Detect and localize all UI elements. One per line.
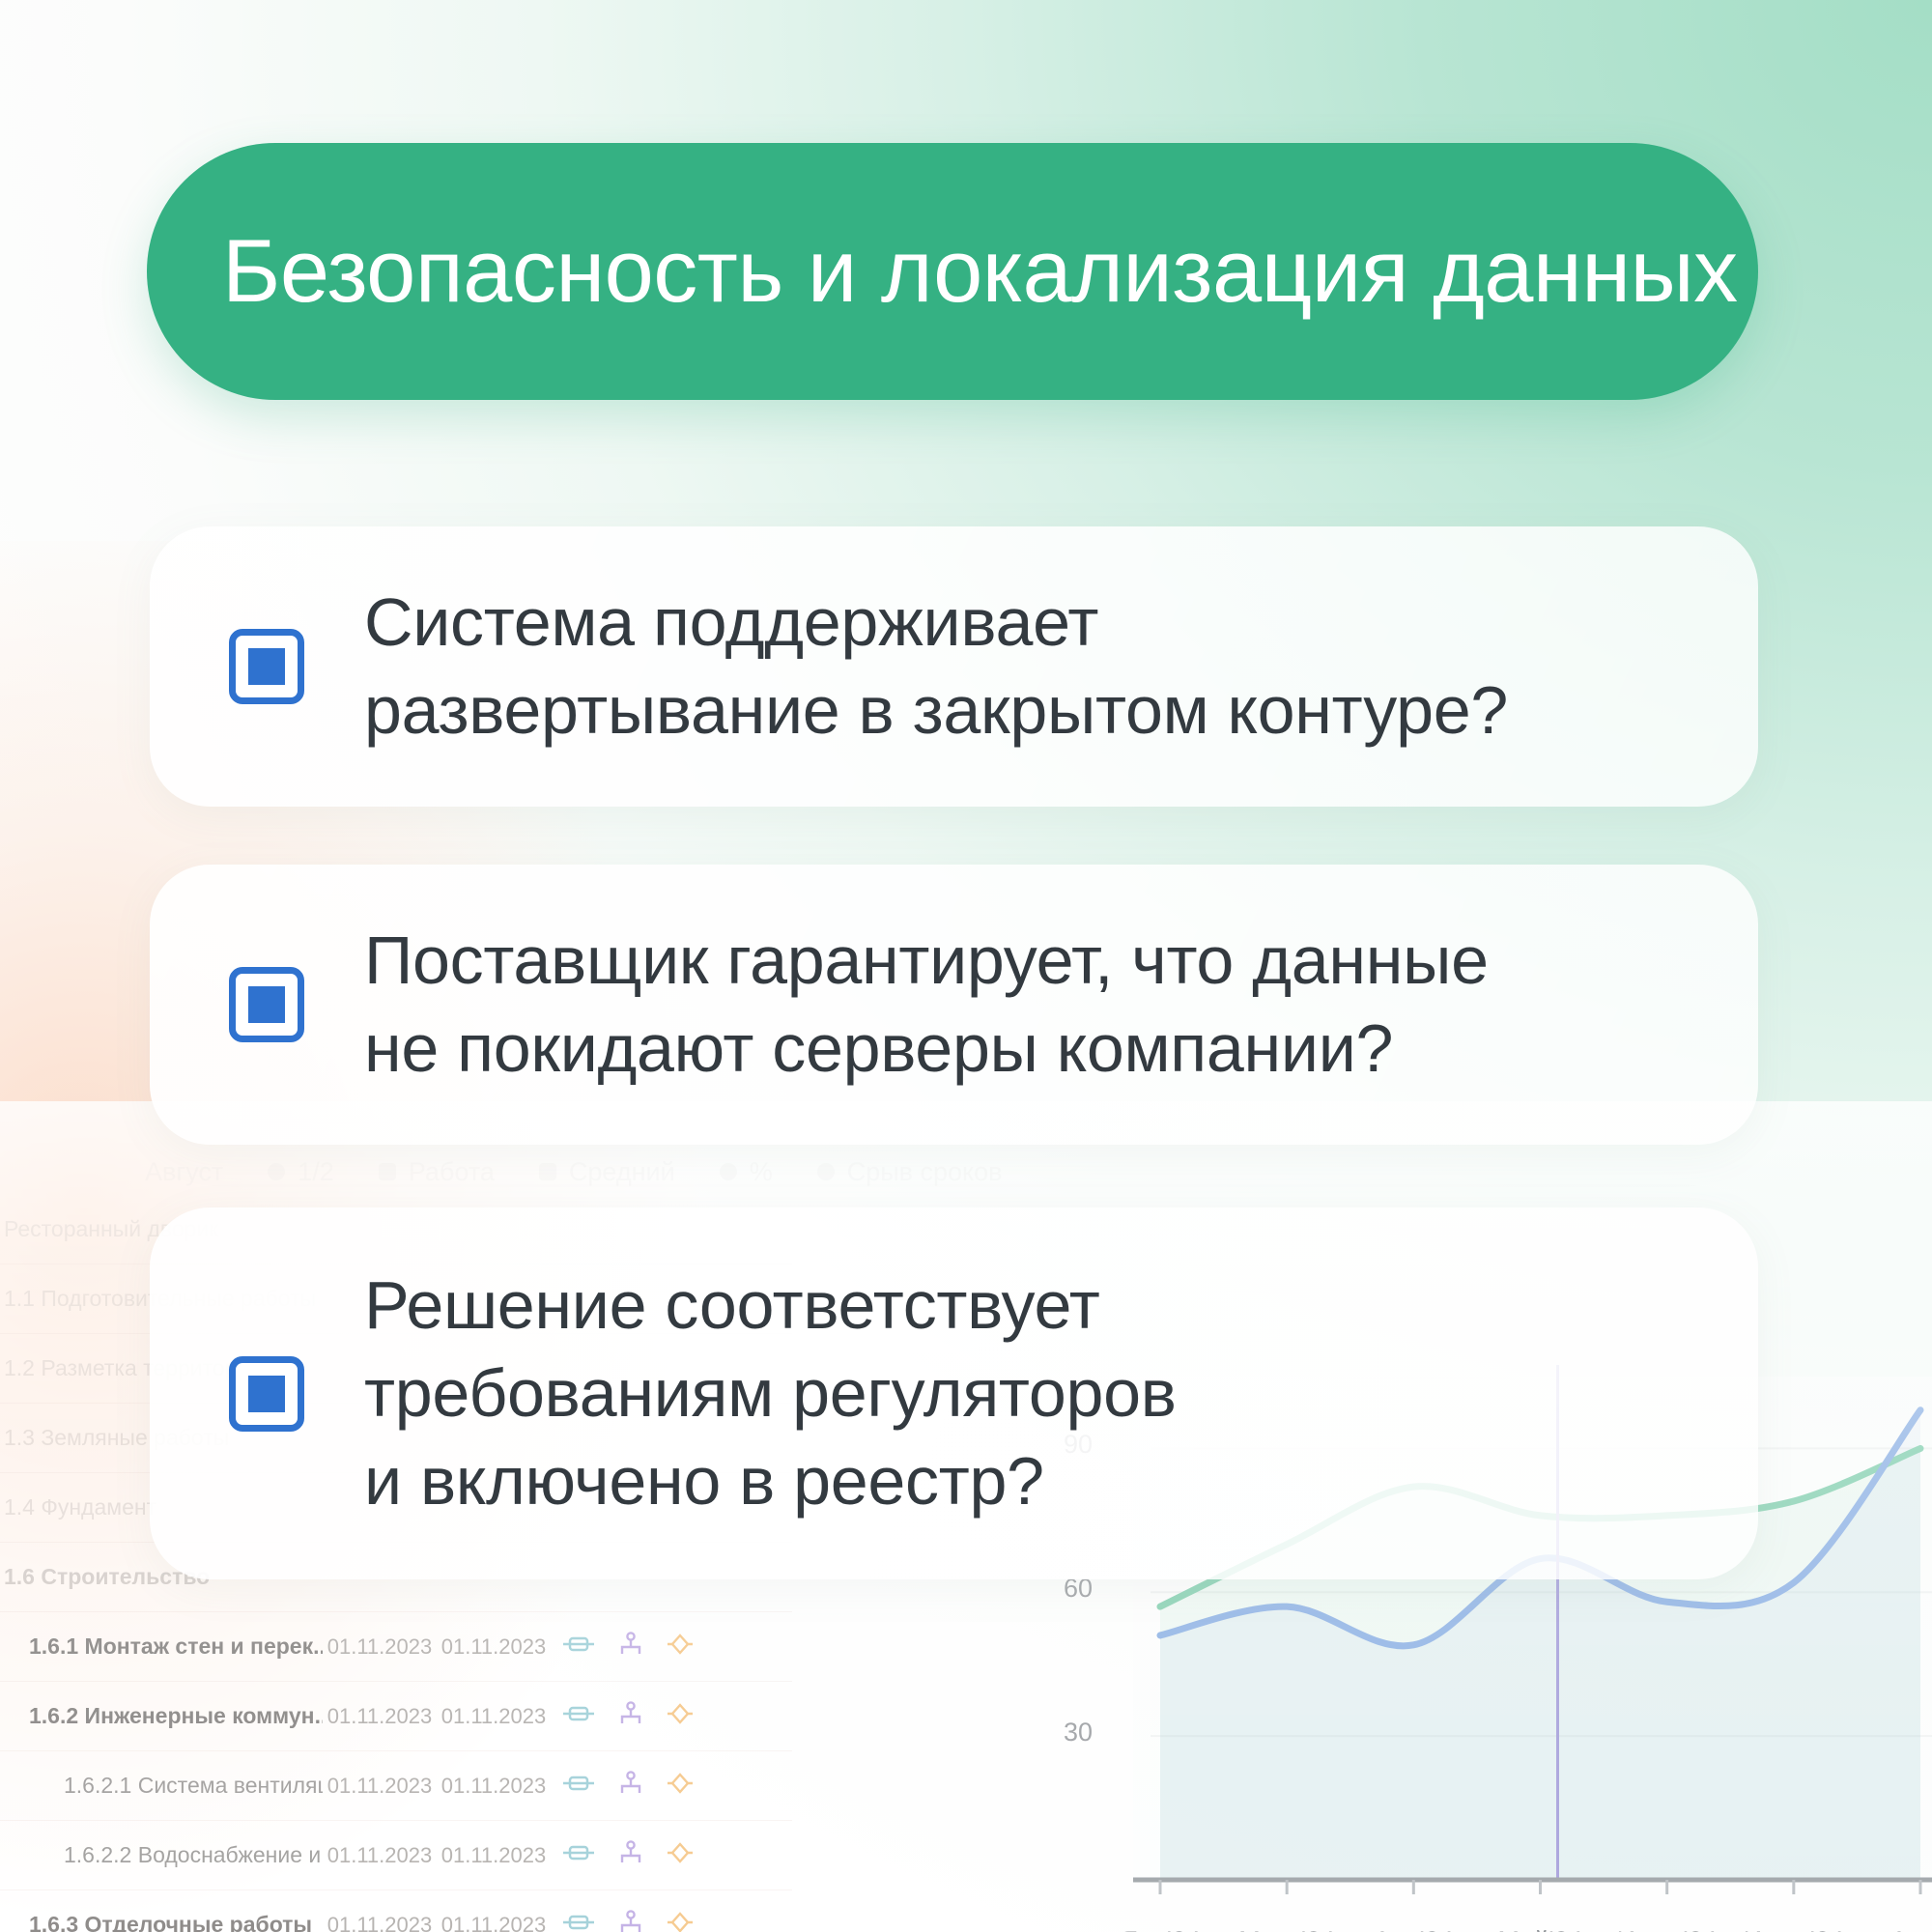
checklist-card-3[interactable]: Решение соответствует требованиям регуля… <box>150 1208 1758 1579</box>
checklist-card-2[interactable]: Поставщик гарантирует, что данные не пок… <box>150 865 1758 1145</box>
checklist-card-1[interactable]: Система поддерживает развертывание в зак… <box>150 526 1758 807</box>
checkbox-checked-icon[interactable] <box>229 629 304 704</box>
checkbox-checked-icon[interactable] <box>229 1355 304 1432</box>
checklist-text-2: Поставщик гарантирует, что данные не пок… <box>364 923 1489 1086</box>
checklist-text-1: Система поддерживает развертывание в зак… <box>364 584 1508 748</box>
checklist-text-3: Решение соответствует требованиям регуля… <box>364 1267 1177 1519</box>
page-title-pill: Безопасность и локализация данных <box>147 143 1758 400</box>
checkbox-checked-icon[interactable] <box>229 967 304 1042</box>
page-title: Безопасность и локализация данных <box>222 222 1738 321</box>
